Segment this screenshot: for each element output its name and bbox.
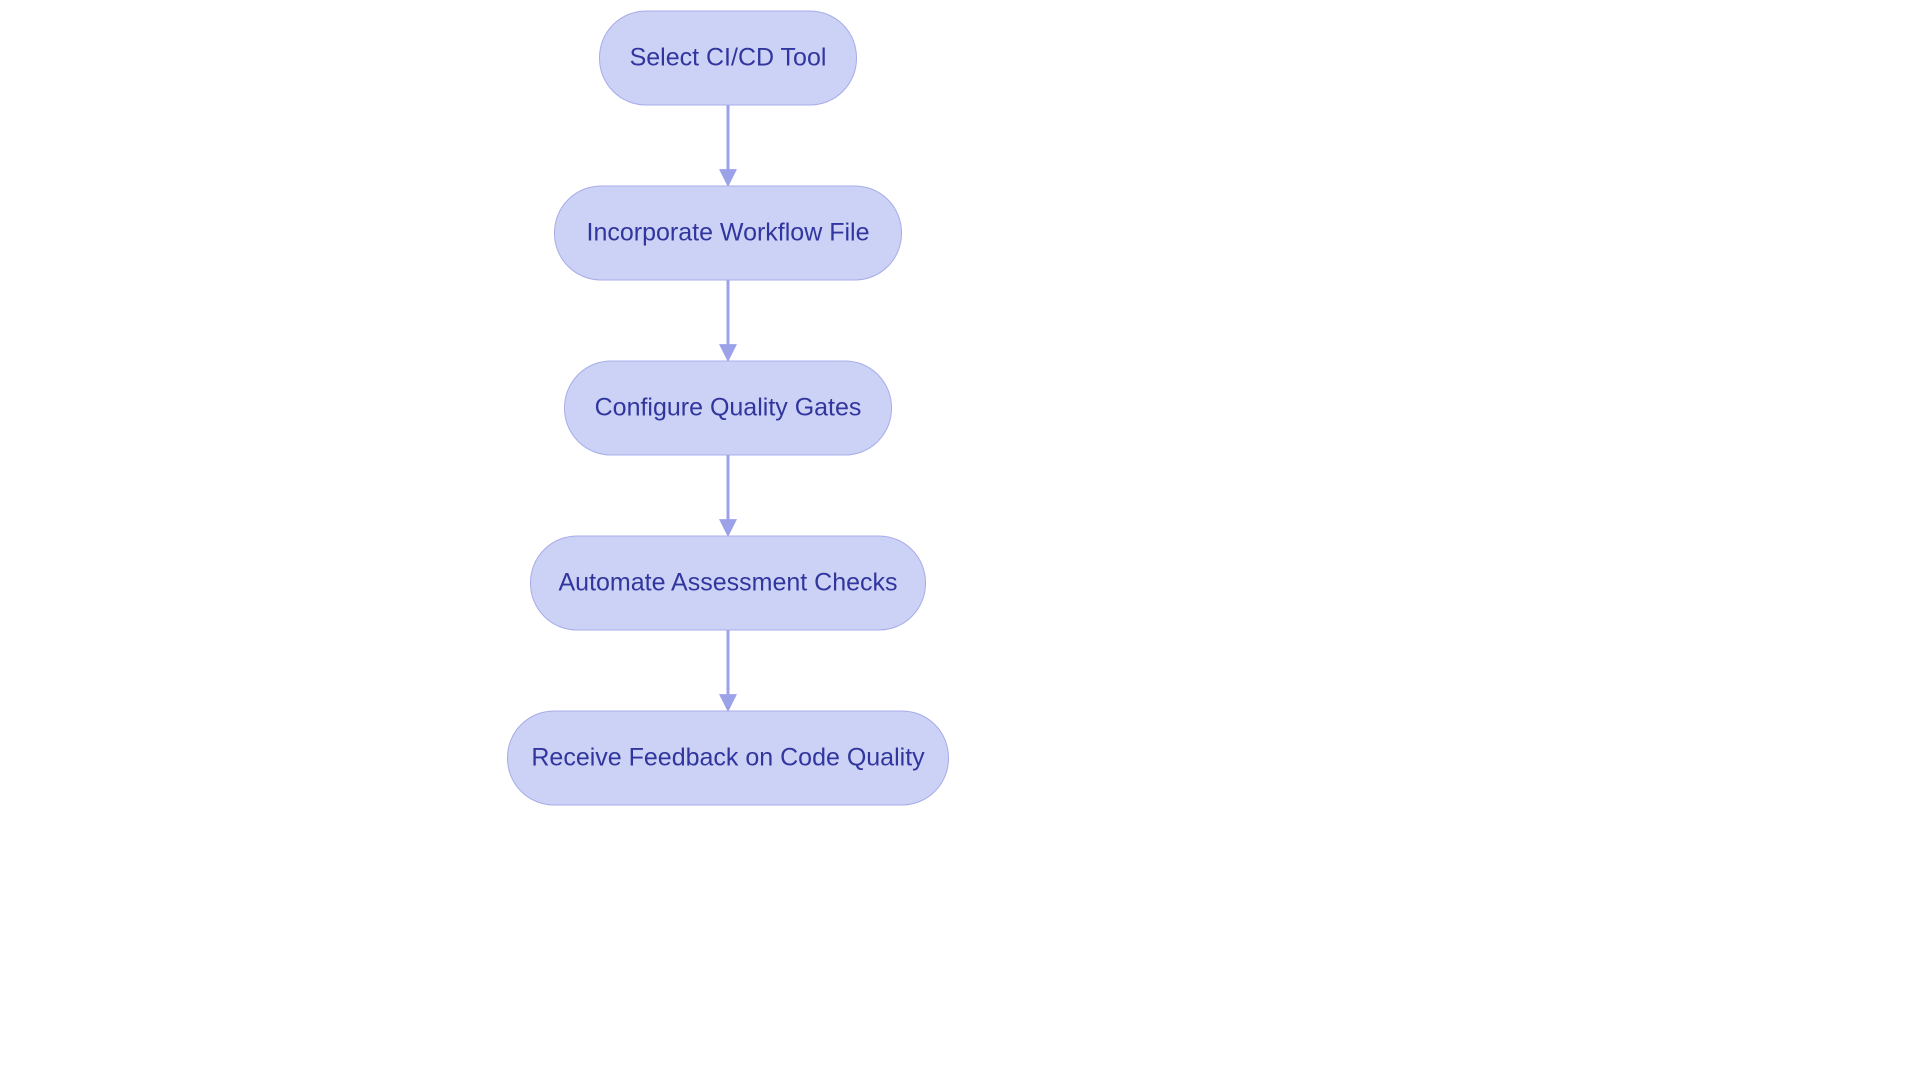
flowchart-node: Incorporate Workflow File [554, 186, 902, 281]
flowchart-node: Receive Feedback on Code Quality [507, 711, 949, 806]
flowchart-node: Configure Quality Gates [564, 361, 892, 456]
flowchart-node-label: Automate Assessment Checks [558, 569, 897, 598]
flowchart-node-label: Receive Feedback on Code Quality [531, 744, 924, 773]
flowchart-node-label: Configure Quality Gates [595, 394, 862, 423]
flowchart-node: Automate Assessment Checks [530, 536, 926, 631]
flowchart-edges [0, 0, 1920, 1083]
flowchart-node-label: Select CI/CD Tool [630, 44, 827, 73]
flowchart-canvas: Select CI/CD Tool Incorporate Workflow Fi… [0, 0, 1920, 1083]
flowchart-node-label: Incorporate Workflow File [587, 219, 870, 248]
flowchart-node: Select CI/CD Tool [599, 11, 857, 106]
